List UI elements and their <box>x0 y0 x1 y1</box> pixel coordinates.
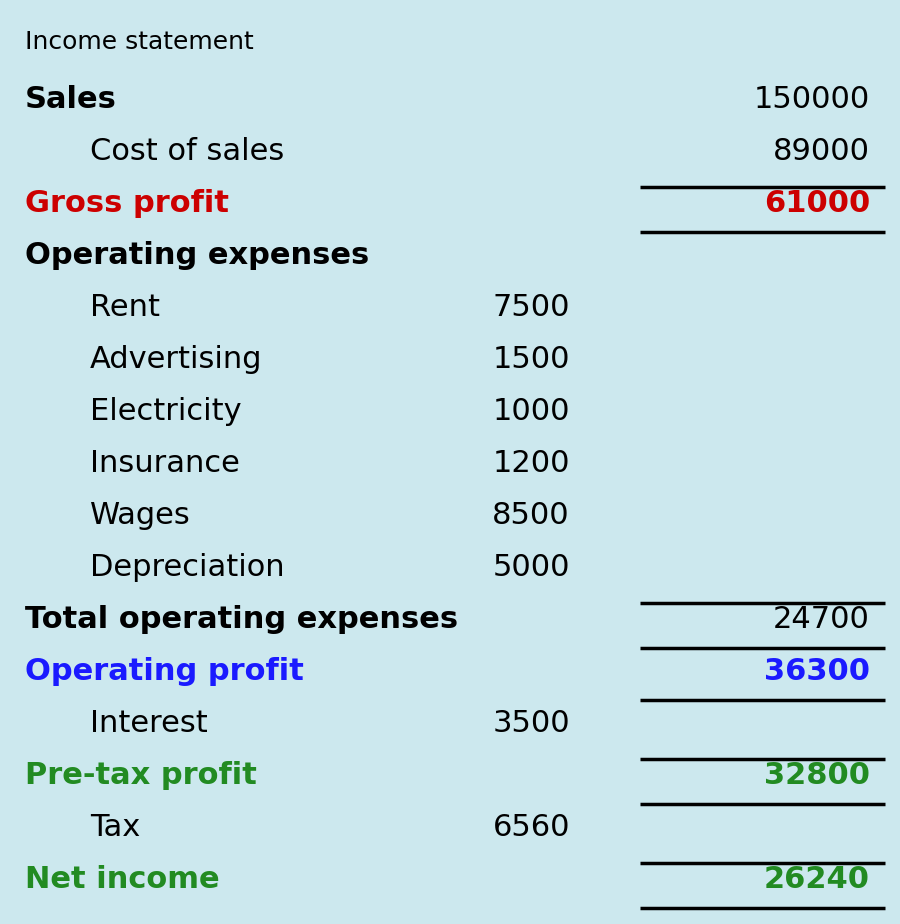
Text: Interest: Interest <box>90 709 208 738</box>
Text: 3500: 3500 <box>492 709 570 738</box>
Text: Operating profit: Operating profit <box>25 657 304 686</box>
Text: Sales: Sales <box>25 85 117 114</box>
Text: 26240: 26240 <box>764 865 870 894</box>
Text: Depreciation: Depreciation <box>90 553 284 582</box>
Text: 89000: 89000 <box>773 137 870 166</box>
Text: Gross profit: Gross profit <box>25 189 229 218</box>
Text: 61000: 61000 <box>764 189 870 218</box>
Text: Advertising: Advertising <box>90 345 263 374</box>
Text: Wages: Wages <box>90 501 191 530</box>
Text: 8500: 8500 <box>492 501 570 530</box>
Text: Net income: Net income <box>25 865 220 894</box>
Text: Operating expenses: Operating expenses <box>25 241 369 270</box>
Text: Pre-tax profit: Pre-tax profit <box>25 761 256 790</box>
Text: 1000: 1000 <box>492 397 570 426</box>
Text: Income statement: Income statement <box>25 30 254 54</box>
Text: Insurance: Insurance <box>90 449 240 478</box>
Text: 7500: 7500 <box>492 293 570 322</box>
Text: 150000: 150000 <box>754 85 870 114</box>
Text: 6560: 6560 <box>492 813 570 842</box>
Text: 32800: 32800 <box>764 761 870 790</box>
Text: 1500: 1500 <box>492 345 570 374</box>
Text: 1200: 1200 <box>492 449 570 478</box>
Text: Total operating expenses: Total operating expenses <box>25 605 458 634</box>
Text: Cost of sales: Cost of sales <box>90 137 284 166</box>
Text: 5000: 5000 <box>492 553 570 582</box>
Text: Electricity: Electricity <box>90 397 241 426</box>
Text: Rent: Rent <box>90 293 160 322</box>
Text: Tax: Tax <box>90 813 140 842</box>
Text: 24700: 24700 <box>773 605 870 634</box>
Text: 36300: 36300 <box>764 657 870 686</box>
